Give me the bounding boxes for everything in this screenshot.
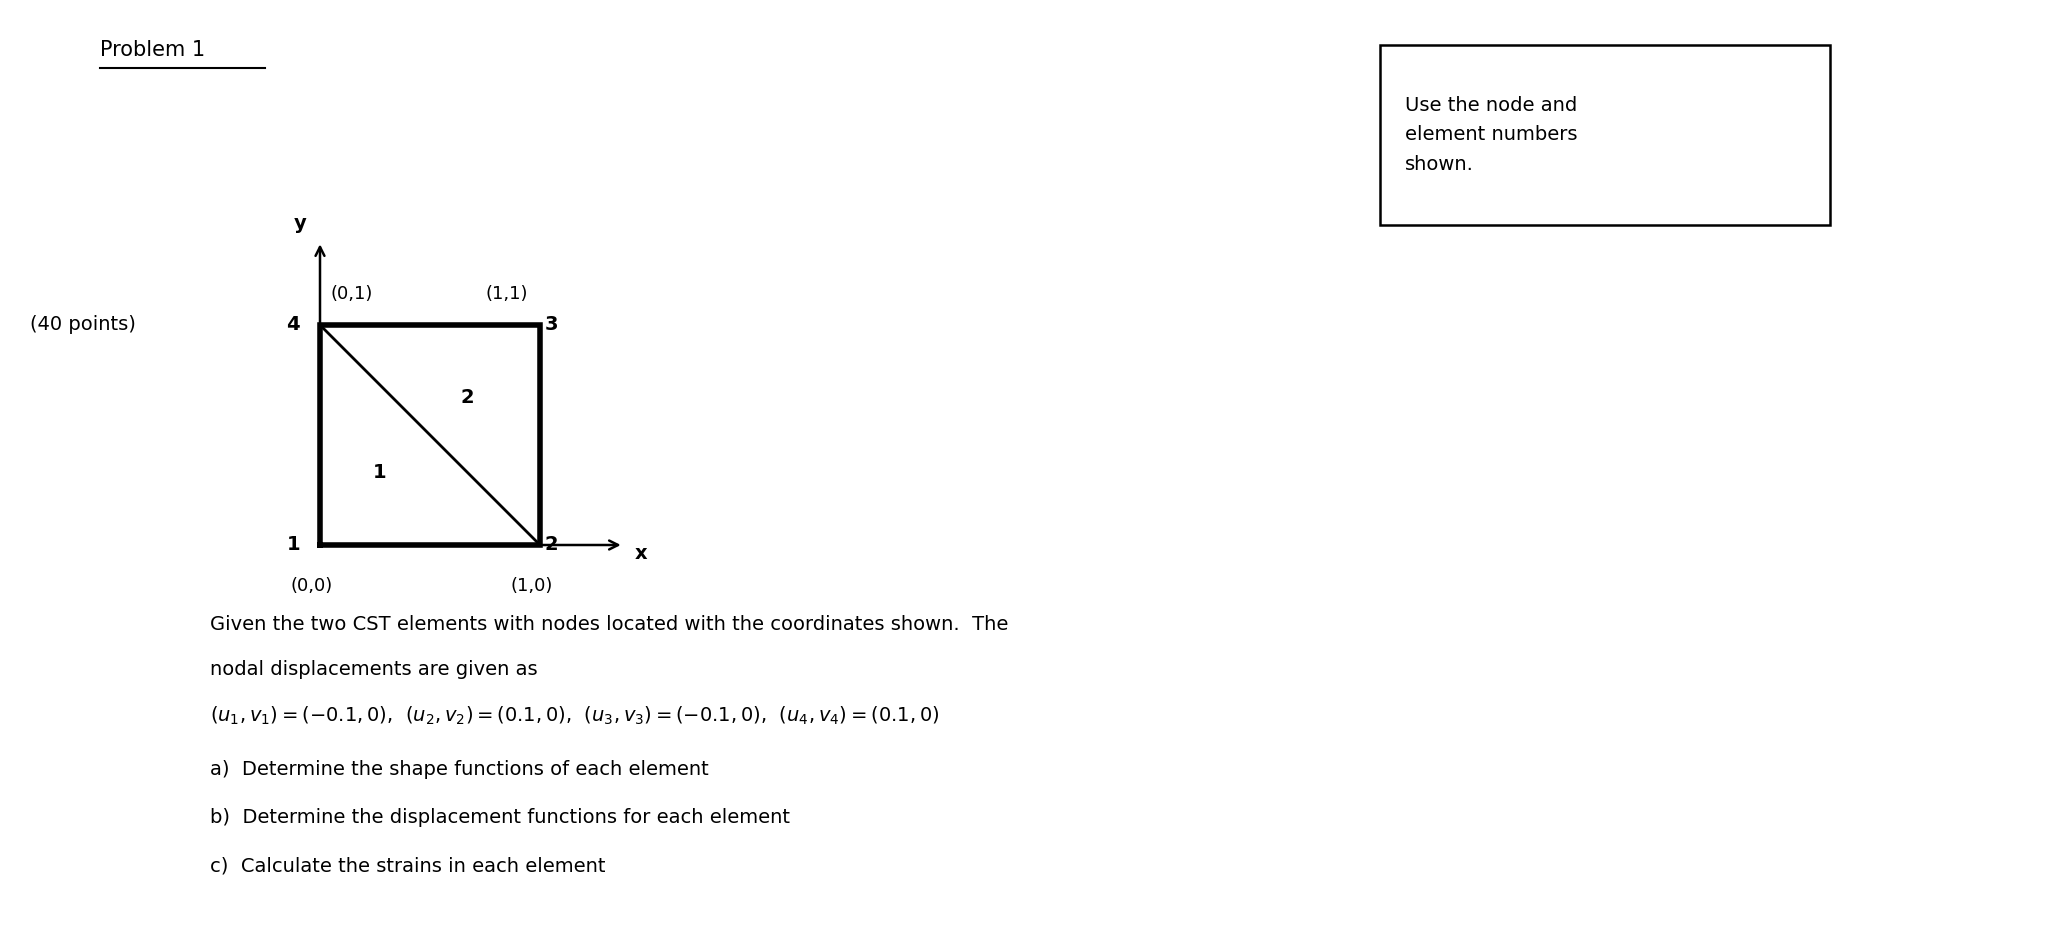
Text: 1: 1 (286, 536, 301, 554)
Text: (40 points): (40 points) (31, 315, 135, 335)
Text: Given the two CST elements with nodes located with the coordinates shown.  The: Given the two CST elements with nodes lo… (211, 615, 1009, 634)
Text: x: x (634, 544, 647, 563)
Text: (0,0): (0,0) (291, 577, 333, 595)
Text: Problem 1: Problem 1 (100, 40, 205, 60)
Text: 1: 1 (372, 462, 387, 482)
Text: (0,1): (0,1) (329, 285, 372, 303)
Text: a)  Determine the shape functions of each element: a) Determine the shape functions of each… (211, 760, 708, 779)
Text: nodal displacements are given as: nodal displacements are given as (211, 660, 538, 679)
Text: 2: 2 (460, 388, 475, 407)
FancyBboxPatch shape (1379, 45, 1829, 225)
Text: 3: 3 (544, 315, 559, 335)
Text: Use the node and
element numbers
shown.: Use the node and element numbers shown. (1406, 96, 1577, 174)
Text: b)  Determine the displacement functions for each element: b) Determine the displacement functions … (211, 808, 790, 827)
Text: $(u_1, v_1) = (-0.1, 0)$,  $(u_2, v_2) = (0.1, 0)$,  $(u_3, v_3) = (-0.1, 0)$,  : $(u_1, v_1) = (-0.1, 0)$, $(u_2, v_2) = … (211, 705, 939, 727)
Text: 4: 4 (286, 315, 301, 335)
Text: y: y (295, 214, 307, 232)
Text: c)  Calculate the strains in each element: c) Calculate the strains in each element (211, 856, 606, 875)
Text: (1,0): (1,0) (512, 577, 552, 595)
Text: (1,1): (1,1) (485, 285, 528, 303)
Text: 2: 2 (544, 536, 559, 554)
